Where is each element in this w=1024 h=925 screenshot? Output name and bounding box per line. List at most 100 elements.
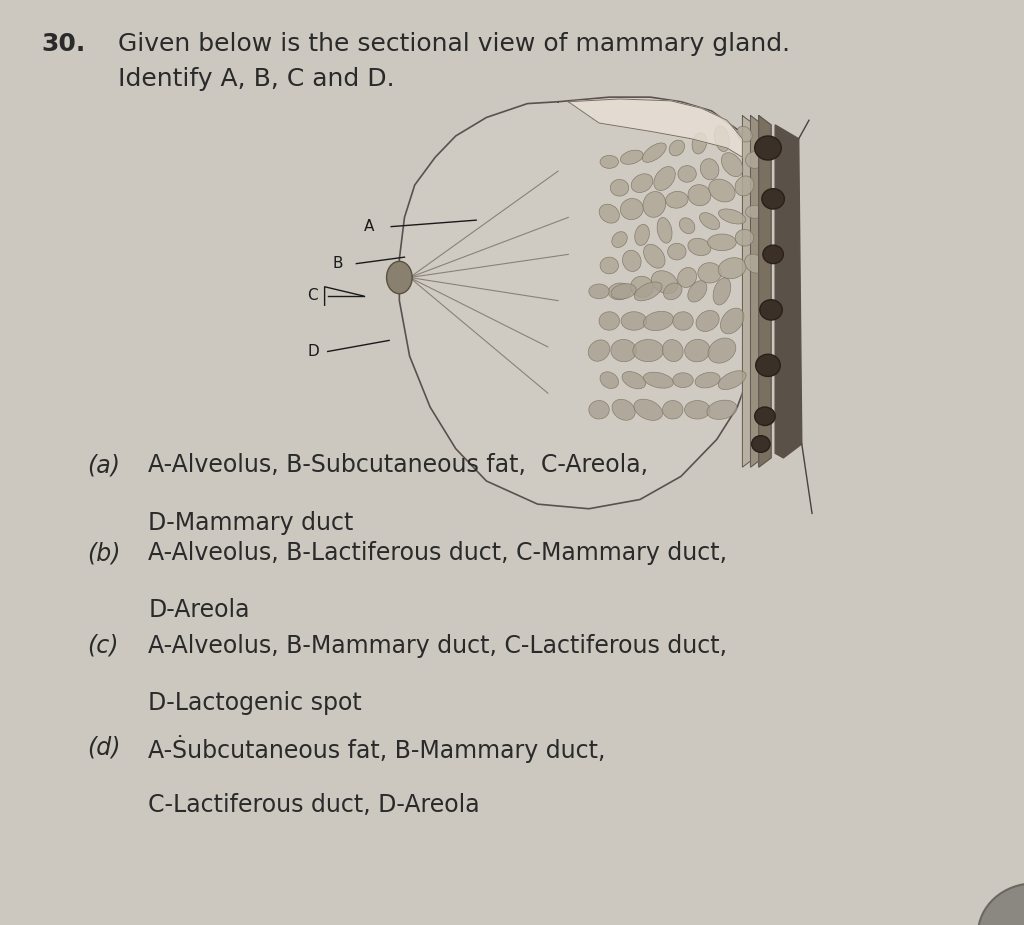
Ellipse shape [663, 339, 683, 362]
Polygon shape [759, 116, 771, 467]
Ellipse shape [642, 143, 667, 162]
Ellipse shape [673, 312, 693, 330]
Ellipse shape [713, 278, 731, 305]
Text: Identify A, B, C and D.: Identify A, B, C and D. [118, 67, 394, 91]
Ellipse shape [708, 338, 736, 364]
Ellipse shape [745, 152, 764, 168]
Text: Given below is the sectional view of mammary gland.: Given below is the sectional view of mam… [118, 32, 790, 56]
Ellipse shape [621, 150, 643, 165]
Polygon shape [399, 97, 758, 509]
Ellipse shape [611, 231, 628, 248]
Text: C: C [307, 289, 317, 303]
Ellipse shape [709, 179, 735, 202]
Polygon shape [775, 125, 802, 458]
Ellipse shape [654, 166, 675, 191]
Ellipse shape [688, 280, 707, 302]
Polygon shape [751, 116, 763, 467]
Ellipse shape [688, 239, 711, 255]
Ellipse shape [699, 213, 720, 229]
Ellipse shape [695, 373, 720, 388]
Ellipse shape [736, 126, 753, 142]
Circle shape [763, 245, 783, 264]
Ellipse shape [685, 339, 710, 362]
Ellipse shape [664, 283, 682, 300]
Ellipse shape [386, 261, 412, 294]
Ellipse shape [678, 267, 696, 288]
Ellipse shape [718, 371, 746, 389]
Ellipse shape [735, 229, 754, 246]
Ellipse shape [679, 217, 695, 234]
Ellipse shape [634, 282, 663, 301]
Ellipse shape [696, 311, 719, 331]
Ellipse shape [745, 205, 764, 218]
Ellipse shape [599, 312, 620, 330]
Ellipse shape [692, 133, 707, 154]
Ellipse shape [722, 153, 742, 177]
Ellipse shape [631, 277, 653, 297]
Text: D-Lactogenic spot: D-Lactogenic spot [148, 691, 362, 715]
Circle shape [755, 407, 775, 426]
Ellipse shape [666, 191, 688, 208]
Ellipse shape [700, 159, 719, 179]
Circle shape [760, 300, 782, 320]
Ellipse shape [673, 373, 693, 388]
Ellipse shape [684, 401, 710, 419]
Text: D-Mammary duct: D-Mammary duct [148, 511, 354, 535]
Circle shape [755, 136, 781, 160]
Text: D-Areola: D-Areola [148, 598, 250, 623]
Text: A-Alveolus, B-Mammary duct, C-Lactiferous duct,: A-Alveolus, B-Mammary duct, C-Lactiferou… [148, 634, 727, 658]
Text: C-Lactiferous duct, D-Areola: C-Lactiferous duct, D-Areola [148, 793, 480, 817]
Text: D: D [307, 344, 318, 359]
Ellipse shape [643, 191, 666, 217]
Ellipse shape [631, 174, 653, 192]
Text: A-Alveolus, B-Lactiferous duct, C-Mammary duct,: A-Alveolus, B-Lactiferous duct, C-Mammar… [148, 541, 727, 565]
Ellipse shape [589, 284, 609, 299]
Ellipse shape [643, 312, 674, 330]
Ellipse shape [589, 401, 609, 419]
Ellipse shape [610, 179, 629, 196]
Circle shape [978, 883, 1024, 925]
Text: (a): (a) [87, 453, 120, 477]
Circle shape [752, 436, 770, 452]
Ellipse shape [744, 254, 765, 273]
Ellipse shape [612, 400, 635, 420]
Ellipse shape [657, 217, 672, 243]
Ellipse shape [721, 308, 743, 334]
Ellipse shape [611, 339, 636, 362]
Ellipse shape [635, 225, 649, 245]
Circle shape [756, 354, 780, 376]
Ellipse shape [715, 126, 729, 152]
Ellipse shape [600, 155, 618, 168]
Text: (b): (b) [87, 541, 121, 565]
Ellipse shape [622, 372, 646, 388]
Ellipse shape [678, 166, 696, 182]
Text: (c): (c) [87, 634, 119, 658]
Ellipse shape [688, 185, 711, 205]
Ellipse shape [735, 176, 754, 196]
Ellipse shape [668, 243, 686, 260]
Ellipse shape [621, 199, 643, 219]
Ellipse shape [588, 339, 610, 362]
Ellipse shape [599, 204, 620, 223]
Ellipse shape [663, 401, 683, 419]
Polygon shape [568, 99, 742, 157]
Ellipse shape [718, 258, 746, 278]
Ellipse shape [633, 339, 664, 362]
Ellipse shape [600, 257, 618, 274]
Ellipse shape [600, 372, 618, 388]
Ellipse shape [707, 401, 737, 419]
Ellipse shape [621, 312, 647, 330]
Text: A-Ṡubcutaneous fat, B-Mammary duct,: A-Ṡubcutaneous fat, B-Mammary duct, [148, 735, 606, 763]
Ellipse shape [623, 251, 641, 271]
Ellipse shape [611, 284, 636, 299]
Text: A-Alveolus, B-Subcutaneous fat,  C-Areola,: A-Alveolus, B-Subcutaneous fat, C-Areola… [148, 453, 648, 477]
Text: 30.: 30. [41, 32, 85, 56]
Ellipse shape [644, 244, 665, 268]
Ellipse shape [698, 263, 721, 283]
Text: A: A [364, 219, 374, 234]
Ellipse shape [643, 372, 674, 388]
Ellipse shape [634, 400, 663, 420]
Polygon shape [742, 116, 755, 467]
Ellipse shape [719, 209, 745, 224]
Text: B: B [333, 256, 343, 271]
